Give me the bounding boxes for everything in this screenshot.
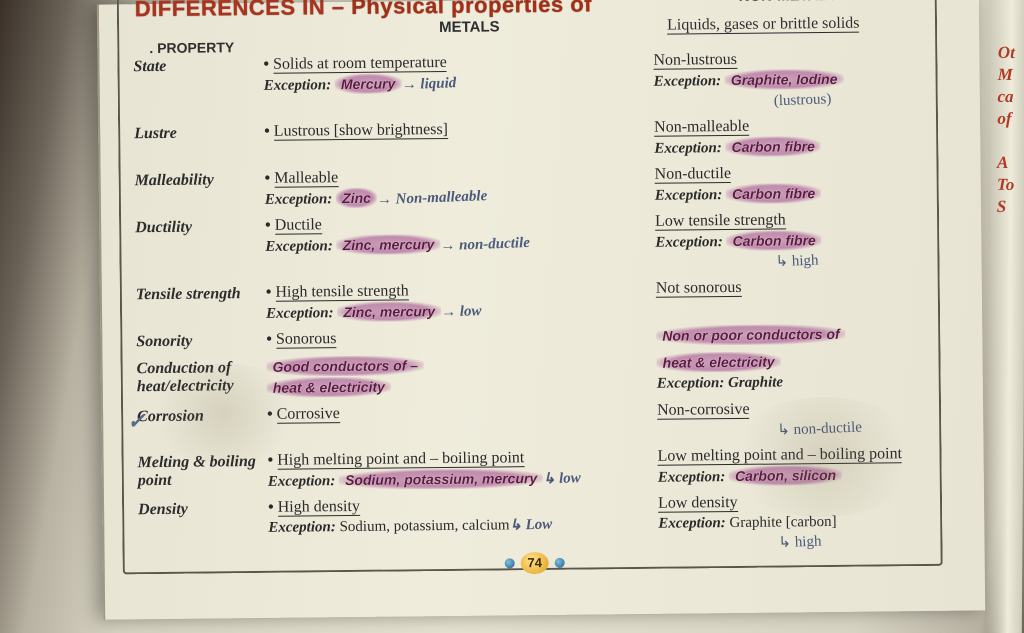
table-row: DuctilityDuctileException: Zinc, mercury… xyxy=(135,209,930,278)
nonmetals-cell: Non or poor conductors of xyxy=(656,323,926,347)
metals-cell: MalleableException: Zinc → Non-malleable xyxy=(265,165,655,210)
table-row: ✓CorrosionCorrosiveNon-corrosive↳ non-du… xyxy=(137,398,931,446)
title-dash: – xyxy=(332,0,352,19)
next-page-edge: OtMcaof AToS xyxy=(986,0,1024,633)
edge-letter: Ot xyxy=(998,42,1015,64)
nonmetals-cell: heat & electricityException: Graphite xyxy=(656,350,926,394)
property-cell: Sonority xyxy=(136,330,266,351)
property-cell: ✓Corrosion xyxy=(137,405,267,426)
title-part-b: Physical properties of xyxy=(351,0,592,19)
nonmetals-cell: Low melting point and – boiling pointExc… xyxy=(657,444,927,488)
metals-cell: High densityException: Sodium, potassium… xyxy=(268,494,658,538)
metals-cell: Good conductors of –heat & electricity xyxy=(267,353,657,399)
section-title: DIFFERENCES IN – Physical properties of xyxy=(135,0,592,22)
metals-cell: High tensile strengthException: Zinc, me… xyxy=(266,279,656,324)
edge-letters: OtMcaof AToS xyxy=(997,42,1016,218)
edge-letter xyxy=(997,130,1014,152)
dot-right-icon xyxy=(555,558,565,568)
nonmetals-cell: Low tensile strengthException: Carbon fi… xyxy=(655,209,926,273)
table-row: Conduction of heat/electricityGood condu… xyxy=(137,350,931,400)
property-cell: Density xyxy=(138,498,268,519)
metals-cell: Solids at room temperatureException: Mer… xyxy=(263,51,653,96)
property-cell: Malleability xyxy=(135,169,265,190)
page-number: 74 xyxy=(521,552,549,574)
dot-left-icon xyxy=(505,558,515,568)
table-row: DensityHigh densityException: Sodium, po… xyxy=(138,491,933,559)
col-header-property: PROPERTY xyxy=(149,39,234,56)
property-cell: Tensile strength xyxy=(136,283,266,304)
edge-letter: S xyxy=(997,196,1014,218)
table-row: SonoritySonorousNon or poor conductors o… xyxy=(136,323,930,352)
edge-letter: of xyxy=(997,108,1014,130)
edge-letter: To xyxy=(997,174,1014,196)
metals-cell: Lustrous [show brightness] xyxy=(264,118,654,142)
edge-letter: ca xyxy=(997,86,1014,108)
table-row: MalleabilityMalleableException: Zinc → N… xyxy=(135,162,929,211)
table-row: Tensile strengthHigh tensile strengthExc… xyxy=(136,276,930,325)
property-cell: Melting & boiling point xyxy=(137,451,267,490)
textbook-page: DIFFERENCES IN – Physical properties of … xyxy=(97,0,985,620)
nonmetals-cell: Non-malleableException: Carbon fibre xyxy=(654,115,924,159)
table-row: Melting & boiling pointHigh melting poin… xyxy=(137,444,931,493)
title-part-a: DIFFERENCES IN xyxy=(135,0,326,21)
metals-cell: High melting point and – boiling pointEx… xyxy=(267,447,657,492)
col-header-metals: METALS xyxy=(439,18,500,36)
property-cell: Lustre xyxy=(134,122,264,143)
col-header-nonmetals: NON-METALS xyxy=(739,0,838,5)
metals-cell: Sonorous xyxy=(266,326,656,350)
comparison-table: StateSolids at room temperatureException… xyxy=(133,48,932,565)
page-number-ornament: 74 xyxy=(505,552,565,575)
metals-cell: Corrosive xyxy=(267,401,657,425)
table-row: StateSolids at room temperatureException… xyxy=(133,48,928,117)
table-row: LustreLustrous [show brightness]Non-mall… xyxy=(134,115,928,164)
checkmark-icon: ✓ xyxy=(127,408,146,434)
nonmetals-cell: Non-ductileException: Carbon fibre xyxy=(655,162,925,206)
property-cell: State xyxy=(133,55,263,76)
nonmetals-cell: Low densityException: Graphite [carbon]↳… xyxy=(658,491,929,554)
edge-letter: M xyxy=(998,64,1015,86)
nonmetals-cell: Non-lustrousException: Graphite, Iodine(… xyxy=(653,48,924,112)
property-cell: Ductility xyxy=(135,216,265,237)
property-cell: Conduction of heat/electricity xyxy=(137,357,267,396)
edge-letter: A xyxy=(997,152,1014,174)
metals-cell: DuctileException: Zinc, mercury → non-du… xyxy=(265,212,655,257)
nonmetals-cell: Non-corrosive↳ non-ductile xyxy=(657,398,927,441)
nonmetals-cell: Not sonorous xyxy=(656,276,926,299)
content-frame: DIFFERENCES IN – Physical properties of … xyxy=(117,0,943,574)
nonmetals-state-line: Liquids, gases or brittle solids xyxy=(667,15,860,35)
